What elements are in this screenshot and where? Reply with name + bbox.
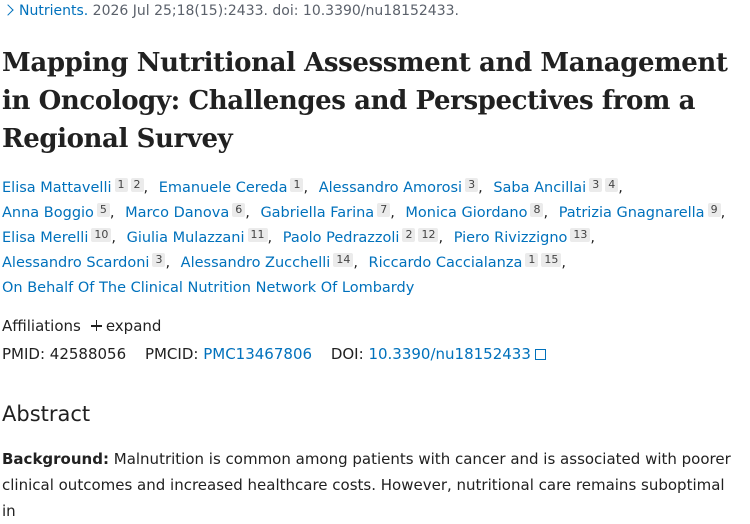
affiliation-number: 14 [333, 253, 354, 267]
author-name[interactable]: Riccardo Caccialanza [368, 255, 523, 271]
affiliation-number: 1 [525, 253, 539, 267]
author-name[interactable]: Alessandro Zucchelli [180, 255, 331, 271]
author-separator: , [165, 255, 171, 271]
citation-details: 2026 Jul 25;18(15):2433. doi: 10.3390/nu… [92, 3, 459, 19]
affiliation-number: 4 [605, 178, 619, 192]
author-separator: , [303, 180, 309, 196]
affiliation-number: 7 [377, 203, 391, 217]
author: Elisa Merelli 10, [2, 228, 122, 246]
journal-link[interactable]: Nutrients. [19, 3, 89, 19]
affiliation-number: 6 [232, 203, 246, 217]
author-name[interactable]: Elisa Mattavelli [2, 180, 112, 196]
abstract-heading: Abstract [2, 402, 91, 426]
author-separator: , [109, 205, 115, 221]
identifiers: PMID: 42588056 PMCID: PMC13467806 DOI: 1… [2, 345, 546, 363]
affiliation-number: 15 [541, 253, 562, 267]
author-separator: , [478, 180, 483, 196]
author: Patrizia Gnagnarella 9, [558, 203, 732, 221]
author-separator: , [390, 205, 395, 221]
author: Alessandro Zucchelli 14, [180, 253, 364, 271]
affiliation-number: 9 [707, 203, 721, 217]
article-title: Mapping Nutritional Assessment and Manag… [2, 48, 728, 154]
affiliation-number: 5 [96, 203, 110, 217]
author: Gabriella Farina 7, [260, 203, 400, 221]
citation: Nutrients. 2026 Jul 25;18(15):2433. doi:… [2, 3, 459, 19]
author: Elisa Mattavelli 1 2, [2, 178, 154, 196]
group-author[interactable]: On Behalf Of The Clinical Nutrition Netw… [2, 280, 415, 296]
author: Giulia Mulazzani 11, [126, 228, 279, 246]
author-name[interactable]: Elisa Merelli [2, 230, 89, 246]
affiliation-number: 13 [570, 228, 591, 242]
author-separator: , [245, 205, 250, 221]
author-name[interactable]: Paolo Pedrazzoli [282, 230, 400, 246]
author-name[interactable]: Patrizia Gnagnarella [558, 205, 705, 221]
author-separator: , [353, 255, 358, 271]
affiliation-number: 11 [247, 228, 268, 242]
pmcid-label: PMCID: [144, 345, 199, 363]
affiliation-number: 2 [402, 228, 416, 242]
pmcid-link[interactable]: PMC13467806 [203, 345, 313, 363]
author-separator: , [267, 230, 273, 246]
author: Paolo Pedrazzoli 2 12, [282, 228, 449, 246]
affiliation-number: 10 [91, 228, 112, 242]
affiliations: Affiliations expand [2, 317, 161, 335]
author: Saba Ancillai 3 4, [493, 178, 628, 196]
affiliation-number: 2 [130, 178, 144, 192]
author-separator: , [561, 255, 566, 271]
affiliation-number: 3 [465, 178, 479, 192]
author-name[interactable]: Gabriella Farina [260, 205, 375, 221]
author-name[interactable]: Alessandro Amorosi [318, 180, 463, 196]
author-separator: , [111, 230, 116, 246]
pmid: 42588056 [49, 345, 127, 363]
abstract-label: Background: [2, 450, 109, 468]
author-separator: , [438, 230, 444, 246]
author: Alessandro Scardoni 3, [2, 253, 176, 271]
affiliation-number: 1 [290, 178, 304, 192]
abstract-paragraph: Background: Malnutrition is common among… [2, 446, 742, 524]
affiliation-number: 12 [418, 228, 439, 242]
affiliation-number: 8 [530, 203, 544, 217]
page: Nutrients. 2026 Jul 25;18(15):2433. doi:… [2, 3, 748, 520]
author: Anna Boggio 5, [2, 203, 121, 221]
author-name[interactable]: Giulia Mulazzani [126, 230, 245, 246]
author-name[interactable]: Emanuele Cereda [158, 180, 288, 196]
author: Piero Rivizzigno 13, [453, 228, 601, 246]
author-name[interactable]: Saba Ancillai [493, 180, 587, 196]
author-separator: , [720, 205, 726, 221]
affiliation-number: 3 [589, 178, 603, 192]
author-separator: , [143, 180, 149, 196]
author-name[interactable]: Alessandro Scardoni [2, 255, 150, 271]
doi-link[interactable]: 10.3390/nu18152433 [368, 345, 531, 363]
pmid-label: PMID: [2, 345, 46, 363]
abstract-text: Malnutrition is common among patients wi… [2, 450, 731, 520]
author: Riccardo Caccialanza 1 15, [368, 253, 572, 271]
author-name[interactable]: Piero Rivizzigno [453, 230, 568, 246]
affiliation-number: 1 [114, 178, 128, 192]
author: Alessandro Amorosi 3, [318, 178, 489, 196]
affiliation-number: 3 [152, 253, 166, 267]
author-separator: , [543, 205, 549, 221]
author: Emanuele Cereda 1, [158, 178, 314, 196]
author: Monica Giordano 8, [405, 203, 554, 221]
author-name[interactable]: Monica Giordano [405, 205, 528, 221]
author-separator: , [590, 230, 596, 246]
author-name[interactable]: Marco Danova [125, 205, 230, 221]
expand-button[interactable]: expand [105, 317, 162, 335]
author: Marco Danova 6, [125, 203, 256, 221]
author-list: Elisa Mattavelli 1 2, Emanuele Cereda 1, Al… [2, 176, 748, 301]
doi-label: DOI: [330, 345, 364, 363]
author-name[interactable]: Anna Boggio [2, 205, 94, 221]
affiliations-label: Affiliations [2, 317, 81, 335]
author-separator: , [618, 180, 623, 196]
